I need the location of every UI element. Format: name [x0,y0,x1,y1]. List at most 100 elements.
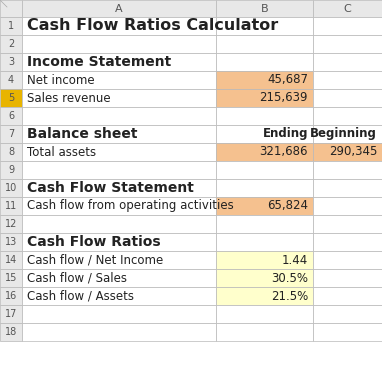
Bar [0,215,22,233]
Bar [0,269,22,287]
Text: 45,687: 45,687 [267,73,308,87]
Bar [313,35,382,53]
Bar [0,125,22,143]
Text: 17: 17 [5,309,17,319]
Text: Cash Flow Ratios: Cash Flow Ratios [27,235,160,249]
Text: 10: 10 [5,183,17,193]
Text: 16: 16 [5,291,17,301]
Bar [216,233,313,251]
Bar [22,323,216,341]
Bar [313,143,382,161]
Bar [313,197,382,215]
Bar [313,17,382,35]
Text: 4: 4 [8,75,14,85]
Text: Cash flow / Sales: Cash flow / Sales [27,272,127,284]
Bar [22,125,216,143]
Text: Sales revenue: Sales revenue [27,91,111,105]
Text: Cash Flow Statement: Cash Flow Statement [27,181,194,195]
Bar [22,179,216,197]
Bar [313,233,382,251]
Text: 30.5%: 30.5% [271,272,308,284]
Text: 15: 15 [5,273,17,283]
Bar [22,287,216,305]
Bar [0,179,22,197]
Bar [216,269,313,287]
Bar [22,161,216,179]
Text: 14: 14 [5,255,17,265]
Bar [0,71,22,89]
Text: 9: 9 [8,165,14,175]
Text: 1.44: 1.44 [282,254,308,266]
Bar [216,89,313,107]
Bar [313,269,382,287]
Bar [313,53,382,71]
Bar [22,35,216,53]
Text: Cash Flow Ratios Calculator: Cash Flow Ratios Calculator [27,18,278,33]
Bar [0,323,22,341]
Text: 1: 1 [8,21,14,31]
Bar [22,143,216,161]
Bar [22,215,216,233]
Bar [0,161,22,179]
Bar [313,215,382,233]
Bar [0,17,22,35]
Bar [313,323,382,341]
Text: 65,824: 65,824 [267,200,308,212]
Bar [22,197,216,215]
Text: B: B [261,4,268,14]
Bar [313,107,382,125]
Text: A: A [115,4,123,14]
Bar [216,323,313,341]
Bar [22,53,216,71]
Bar [313,287,382,305]
Text: Cash flow from operating activities: Cash flow from operating activities [27,200,234,212]
Text: Total assets: Total assets [27,145,96,159]
Text: C: C [344,4,351,14]
Text: 321,686: 321,686 [259,145,308,159]
Bar [216,197,313,215]
Bar [0,143,22,161]
Bar [0,53,22,71]
Text: Net income: Net income [27,73,95,87]
Text: 5: 5 [8,93,14,103]
Bar [22,251,216,269]
Text: 12: 12 [5,219,17,229]
Bar [22,17,216,35]
Bar [216,143,313,161]
Text: 13: 13 [5,237,17,247]
Bar [216,71,313,89]
Bar [0,107,22,125]
Bar [216,125,313,143]
Text: Ending: Ending [262,127,308,141]
Text: Cash flow / Assets: Cash flow / Assets [27,290,134,302]
Text: Balance sheet: Balance sheet [27,127,138,141]
Text: 3: 3 [8,57,14,67]
Bar [0,287,22,305]
Bar [313,161,382,179]
Bar [216,305,313,323]
Text: Income Statement: Income Statement [27,55,171,69]
Text: 6: 6 [8,111,14,121]
Bar [216,35,313,53]
Bar [22,269,216,287]
Bar [216,215,313,233]
Bar [313,125,382,143]
Bar [0,233,22,251]
Text: 11: 11 [5,201,17,211]
Bar [0,0,22,17]
Bar [22,0,216,17]
Text: 18: 18 [5,327,17,337]
Bar [216,17,313,35]
Bar [0,305,22,323]
Bar [216,287,313,305]
Bar [22,89,216,107]
Bar [22,305,216,323]
Bar [216,0,313,17]
Text: 8: 8 [8,147,14,157]
Text: 2: 2 [8,39,14,49]
Bar [22,233,216,251]
Text: 290,345: 290,345 [329,145,377,159]
Bar [216,179,313,197]
Bar [313,71,382,89]
Bar [216,161,313,179]
